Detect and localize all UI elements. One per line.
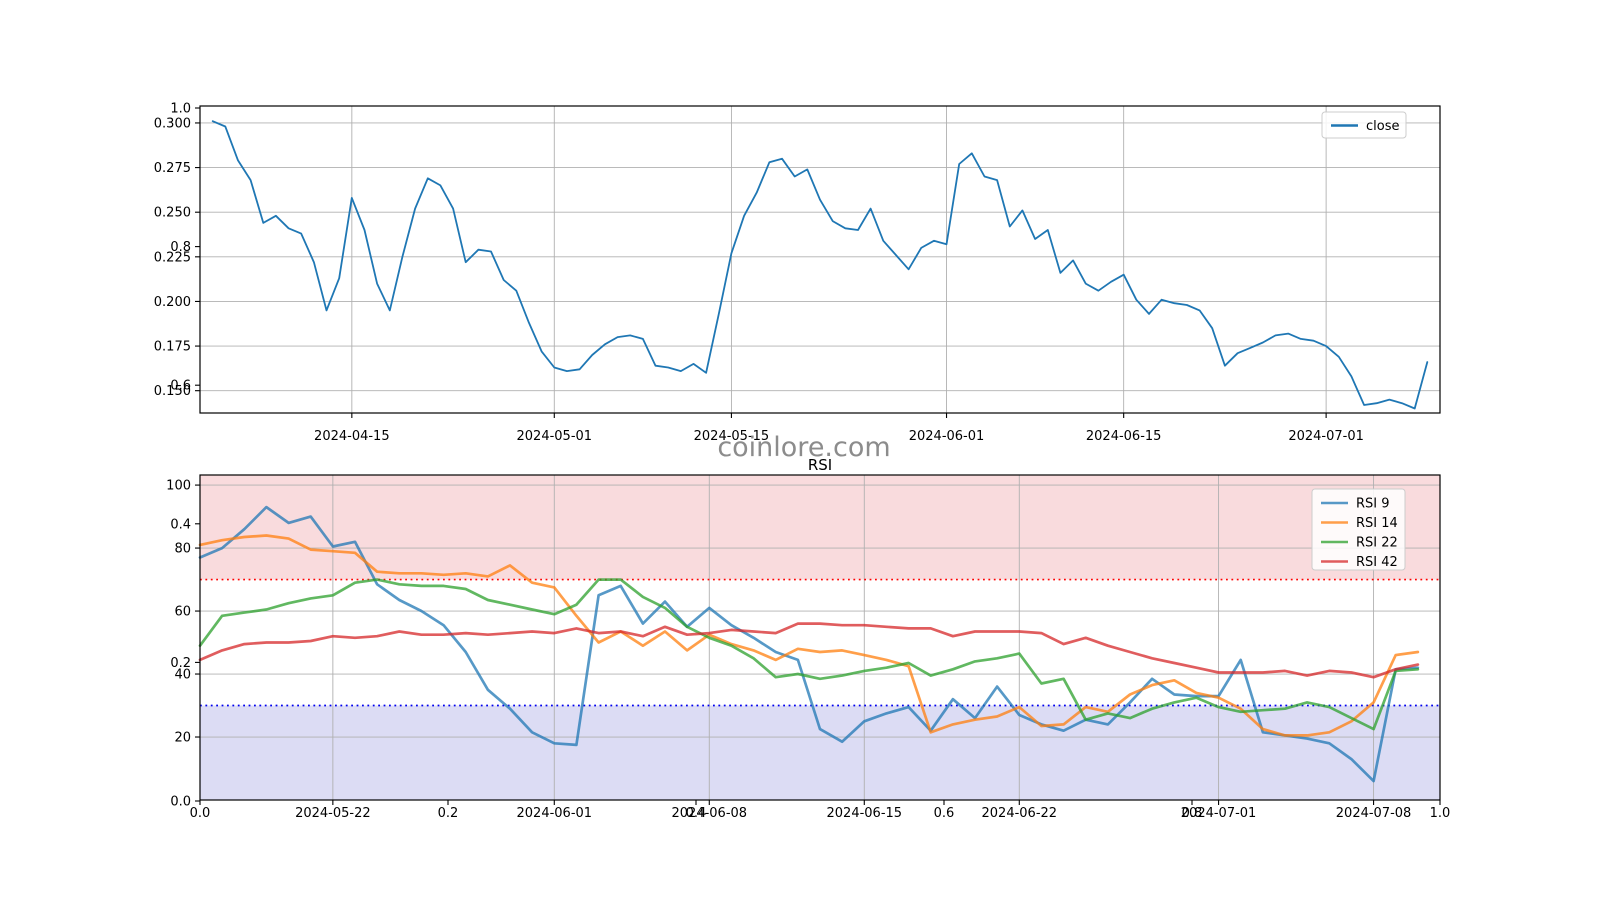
price-chart-y-label: 0.200 bbox=[154, 295, 191, 310]
price-chart-y-label: 0.275 bbox=[154, 161, 191, 176]
legend-label-rsi-42: RSI 42 bbox=[1356, 555, 1398, 570]
price-chart: 0.300 0.275 0.250 0.225 0.200 0.175 0.150 2024-… bbox=[154, 105, 1441, 444]
price-chart-y-label: 0.250 bbox=[154, 206, 191, 221]
oversold-band bbox=[200, 705, 1440, 800]
rsi-chart-y-label: 60 bbox=[174, 605, 191, 620]
price-chart-y-label: 0.175 bbox=[154, 340, 191, 355]
rsi-chart-border bbox=[199, 474, 1441, 801]
price-chart-grid bbox=[200, 106, 1440, 413]
rsi-title: RSI bbox=[808, 456, 832, 474]
rsi-chart-x-label: 2024-05-22 bbox=[295, 806, 371, 821]
price-chart-x-label: 2024-06-15 bbox=[1086, 429, 1162, 444]
legend-label-rsi-9: RSI 9 bbox=[1356, 497, 1390, 512]
price-chart-tick-labels: 0.300 0.275 0.250 0.225 0.200 0.175 0.150 2024-… bbox=[154, 116, 1364, 444]
rsi-chart-y-label: 40 bbox=[174, 668, 191, 683]
price-chart-x-label: 2024-04-15 bbox=[314, 429, 390, 444]
rsi-22-line bbox=[198, 578, 1420, 731]
overlay-axis-ticks bbox=[195, 107, 1441, 805]
rsi-chart-y-label: 80 bbox=[174, 542, 191, 557]
watermark-text: coinlore.com bbox=[717, 432, 890, 463]
rsi-chart: 100 80 60 40 20 2024-05-22 2024-06-01 2024-06-0… bbox=[166, 474, 1441, 821]
overlay-x-label: 0.2 bbox=[438, 806, 459, 821]
overlay-axis-labels: 1.0 0.8 0.6 0.4 0.2 0.00.0 0.2 0.4 0.6 0.8 1.0 bbox=[170, 102, 1450, 822]
legend-label-close: close bbox=[1366, 119, 1399, 134]
overlay-y-label: 0.0 bbox=[170, 795, 191, 810]
price-chart-ticks bbox=[195, 122, 1327, 418]
price-legend: close bbox=[1321, 111, 1407, 139]
price-chart-x-label: 2024-06-01 bbox=[909, 429, 985, 444]
overlay-x-label: 0.4 bbox=[686, 806, 707, 821]
overlay-y-label: 0.6 bbox=[170, 379, 191, 394]
overlay-x-label: 0.0 bbox=[190, 806, 211, 821]
rsi-chart-x-label: 2024-06-22 bbox=[982, 806, 1058, 821]
rsi-chart-y-label: 20 bbox=[174, 731, 191, 746]
overlay-y-label: 0.2 bbox=[170, 656, 191, 671]
overlay-y-label: 0.8 bbox=[170, 240, 191, 255]
close-line bbox=[211, 120, 1429, 410]
rsi-chart-x-label: 2024-06-15 bbox=[827, 806, 903, 821]
rsi-chart-tick-labels: 100 80 60 40 20 2024-05-22 2024-06-01 2024-06-0… bbox=[166, 479, 1411, 821]
overlay-x-label: 0.8 bbox=[1182, 806, 1203, 821]
rsi-chart-y-label: 100 bbox=[166, 479, 191, 494]
legend-label-rsi-14: RSI 14 bbox=[1356, 516, 1398, 531]
price-chart-y-label: 0.300 bbox=[154, 116, 191, 131]
price-chart-x-label: 2024-07-01 bbox=[1288, 429, 1364, 444]
rsi-chart-x-label: 2024-06-08 bbox=[672, 806, 748, 821]
price-chart-y-label: 0.225 bbox=[154, 250, 191, 265]
rsi-legend-box bbox=[1311, 488, 1406, 571]
price-chart-x-label: 2024-05-15 bbox=[694, 429, 770, 444]
price-chart-x-label: 2024-05-01 bbox=[517, 429, 593, 444]
price-chart-y-label: 0.150 bbox=[154, 384, 191, 399]
rsi-42-line bbox=[198, 622, 1420, 679]
legend-label-rsi-22: RSI 22 bbox=[1356, 536, 1398, 551]
overlay-y-label: 0.4 bbox=[170, 517, 191, 532]
rsi-legend: RSI 9 RSI 14 RSI 22 RSI 42 bbox=[1311, 488, 1406, 571]
overlay-x-label: 1.0 bbox=[1430, 806, 1451, 821]
rsi-chart-x-label: 2024-06-01 bbox=[517, 806, 593, 821]
rsi-chart-ticks bbox=[195, 484, 1375, 805]
overlay-x-label: 0.6 bbox=[934, 806, 955, 821]
price-chart-border bbox=[199, 105, 1441, 414]
overbought-band bbox=[200, 475, 1440, 580]
overlay-y-label: 1.0 bbox=[170, 102, 191, 117]
price-legend-box bbox=[1321, 111, 1407, 139]
rsi-14-line bbox=[198, 534, 1420, 737]
rsi-chart-x-label: 2024-07-01 bbox=[1181, 806, 1257, 821]
rsi-chart-x-label: 2024-07-08 bbox=[1336, 806, 1412, 821]
